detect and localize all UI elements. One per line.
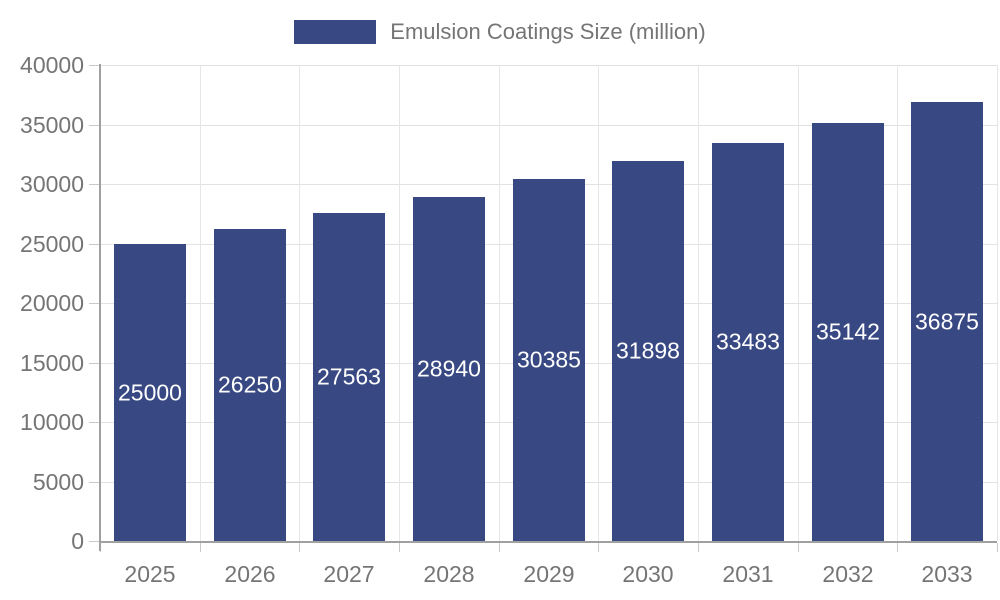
grid-line-vertical xyxy=(499,65,500,541)
legend-label: Emulsion Coatings Size (million) xyxy=(390,19,706,44)
grid-line-vertical xyxy=(897,65,898,541)
x-axis-tick-label: 2032 xyxy=(822,561,874,587)
x-axis-tick-mark xyxy=(399,543,400,552)
x-axis-tick-label: 2027 xyxy=(323,561,375,587)
bar-value-label: 36875 xyxy=(915,308,979,334)
x-axis-tick-label: 2025 xyxy=(124,561,176,587)
bar-value-label: 31898 xyxy=(616,337,680,364)
y-axis-tick-label: 25000 xyxy=(20,231,84,257)
y-axis-tick-label: 15000 xyxy=(20,350,84,376)
x-axis-tick-mark xyxy=(698,543,699,552)
x-axis-tick-label: 2026 xyxy=(224,561,276,587)
y-axis-line xyxy=(99,64,101,551)
y-axis-tick-mark xyxy=(89,541,100,542)
grid-line-vertical xyxy=(200,65,201,541)
y-axis-tick-label: 0 xyxy=(71,528,84,554)
y-axis-tick-mark xyxy=(89,303,100,304)
x-axis-tick-mark xyxy=(997,543,998,552)
bar-value-label: 26250 xyxy=(218,371,282,398)
bar-value-label: 25000 xyxy=(118,379,182,406)
grid-line-vertical xyxy=(598,65,599,541)
bar-value-label: 33483 xyxy=(716,328,780,355)
grid-line-vertical xyxy=(798,65,799,541)
legend-swatch xyxy=(294,20,377,44)
bar: 27563 xyxy=(313,213,385,541)
bar-value-label: 28940 xyxy=(417,355,481,382)
y-axis-tick-mark xyxy=(89,482,100,483)
x-axis-tick-mark xyxy=(798,543,799,552)
x-axis-line xyxy=(99,541,997,543)
x-axis-tick-mark xyxy=(598,543,599,552)
y-axis-tick-mark xyxy=(89,184,100,185)
bar: 25000 xyxy=(114,244,186,542)
bar: 35142 xyxy=(812,123,884,541)
bar-value-label: 27563 xyxy=(317,363,381,390)
x-axis-tick-label: 2030 xyxy=(622,561,674,587)
y-axis-tick-label: 35000 xyxy=(20,112,84,138)
y-axis-tick-label: 40000 xyxy=(20,52,84,78)
grid-line-horizontal xyxy=(100,125,997,126)
bar: 33483 xyxy=(712,143,784,541)
x-axis-tick-label: 2028 xyxy=(423,561,475,587)
bar: 26250 xyxy=(214,229,286,541)
bar: 28940 xyxy=(413,197,485,541)
x-axis-tick-mark xyxy=(200,543,201,552)
grid-line-vertical xyxy=(997,65,998,541)
y-axis-tick-label: 30000 xyxy=(20,171,84,197)
y-axis-tick-mark xyxy=(89,422,100,423)
x-axis-tick-label: 2031 xyxy=(722,561,774,587)
y-axis-tick-label: 5000 xyxy=(32,469,84,495)
x-axis-tick-mark xyxy=(499,543,500,552)
legend: Emulsion Coatings Size (million) xyxy=(0,14,1000,50)
bar-value-label: 35142 xyxy=(816,318,880,345)
x-axis-tick-mark xyxy=(897,543,898,552)
y-axis-tick-label: 20000 xyxy=(20,290,84,316)
y-axis-tick-label: 10000 xyxy=(20,409,84,435)
x-axis-tick-label: 2029 xyxy=(523,561,575,587)
grid-line-horizontal xyxy=(100,65,997,66)
bar: 31898 xyxy=(612,161,684,541)
x-axis-tick-label: 2033 xyxy=(921,561,973,587)
bar: 30385 xyxy=(513,179,585,541)
y-axis-tick-mark xyxy=(89,65,100,66)
x-axis-tick-mark xyxy=(299,543,300,552)
grid-line-vertical xyxy=(399,65,400,541)
bar: 36875 xyxy=(911,102,983,541)
bar-value-label: 30385 xyxy=(517,346,581,373)
grid-line-vertical xyxy=(299,65,300,541)
y-axis-tick-mark xyxy=(89,363,100,364)
grid-line-vertical xyxy=(698,65,699,541)
y-axis-tick-mark xyxy=(89,125,100,126)
y-axis-tick-mark xyxy=(89,244,100,245)
